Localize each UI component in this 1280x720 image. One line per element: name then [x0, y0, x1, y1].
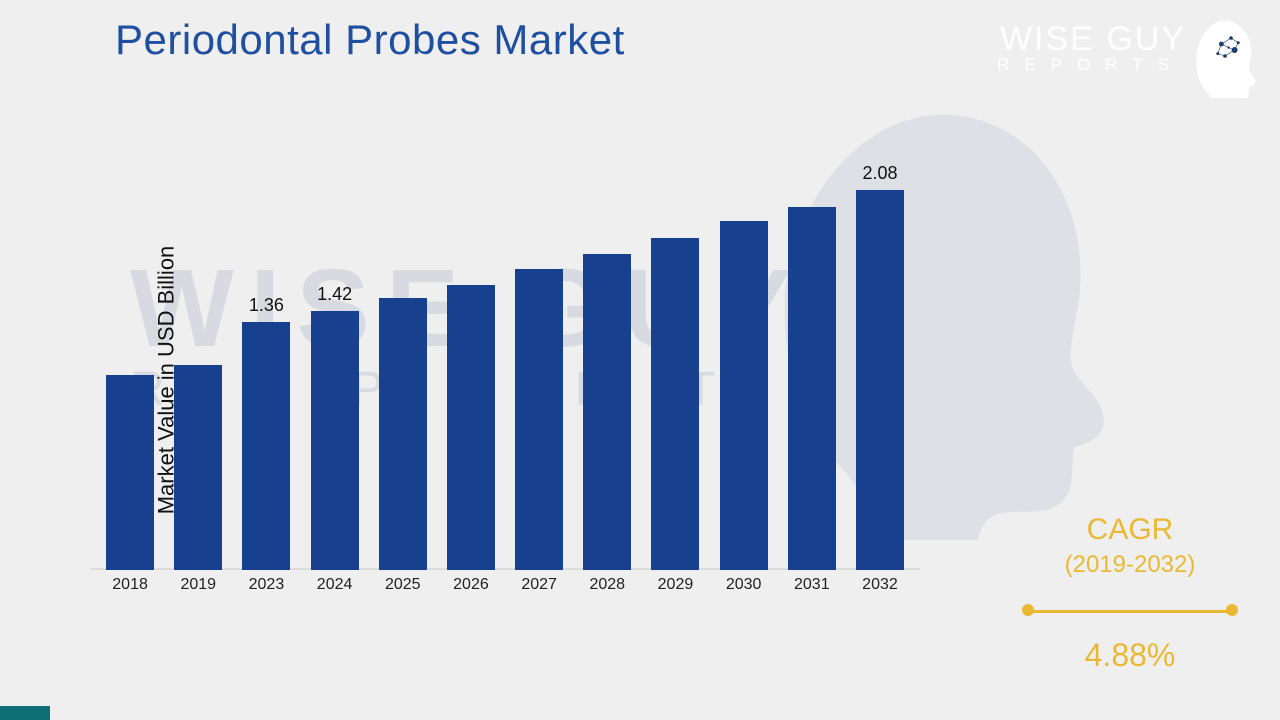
bar	[447, 285, 495, 570]
bar-slot	[573, 254, 641, 570]
bar-value-label: 2.08	[862, 163, 897, 184]
plot-area: 1.361.422.08	[90, 150, 920, 570]
bar	[856, 190, 904, 570]
bar	[651, 238, 699, 570]
logo-word-wise: WISE	[1000, 20, 1095, 58]
cagr-title: CAGR	[1010, 513, 1250, 547]
bar-slot	[505, 269, 573, 570]
cagr-line-icon	[1028, 610, 1232, 613]
logo-line1: WISE GUY	[997, 20, 1186, 59]
brand-logo: WISE GUY REPORTS	[996, 20, 1256, 98]
logo-line2: REPORTS	[997, 55, 1186, 75]
bar-slot: 2.08	[846, 190, 914, 570]
x-tick: 2023	[232, 570, 300, 610]
bar	[788, 207, 836, 570]
cagr-range: (2019-2032)	[1010, 551, 1250, 579]
bar	[720, 221, 768, 570]
cagr-value: 4.88%	[1010, 637, 1250, 674]
x-tick: 2030	[710, 570, 778, 610]
bar	[174, 365, 222, 570]
bar-slot	[369, 298, 437, 570]
stage: WISE GUY R E P O R T S Periodontal Probe…	[0, 0, 1280, 720]
bar-slot	[437, 285, 505, 570]
bar-slot	[778, 207, 846, 570]
bar	[106, 375, 154, 570]
x-tick: 2026	[437, 570, 505, 610]
logo-word-guy: GUY	[1106, 20, 1186, 58]
bar	[311, 311, 359, 570]
cagr-dot-right-icon	[1226, 604, 1238, 616]
bar-slot	[710, 221, 778, 570]
x-tick: 2019	[164, 570, 232, 610]
bar-chart: Market Value in USD Billion 1.361.422.08…	[70, 150, 920, 610]
x-tick: 2029	[641, 570, 709, 610]
bottom-accent-bar	[0, 706, 50, 720]
bar	[583, 254, 631, 570]
x-tick: 2031	[778, 570, 846, 610]
cagr-divider	[1010, 595, 1250, 625]
bar-slot	[164, 365, 232, 570]
x-tick: 2032	[846, 570, 914, 610]
x-tick: 2027	[505, 570, 573, 610]
bar	[515, 269, 563, 570]
bar	[242, 322, 290, 570]
bars-container: 1.361.422.08	[90, 150, 920, 570]
x-axis-ticks: 2018201920232024202520262027202820292030…	[90, 570, 920, 610]
x-tick: 2028	[573, 570, 641, 610]
bar	[379, 298, 427, 570]
bar-slot: 1.36	[232, 322, 300, 570]
x-tick: 2025	[369, 570, 437, 610]
bar-value-label: 1.42	[317, 284, 352, 305]
bar-slot: 1.42	[301, 311, 369, 570]
chart-title: Periodontal Probes Market	[115, 16, 625, 64]
bar-slot	[641, 238, 709, 570]
bar-value-label: 1.36	[249, 295, 284, 316]
x-tick: 2024	[301, 570, 369, 610]
logo-head-icon	[1194, 20, 1256, 98]
cagr-panel: CAGR (2019-2032) 4.88%	[1010, 513, 1250, 674]
x-tick: 2018	[96, 570, 164, 610]
bar-slot	[96, 375, 164, 570]
